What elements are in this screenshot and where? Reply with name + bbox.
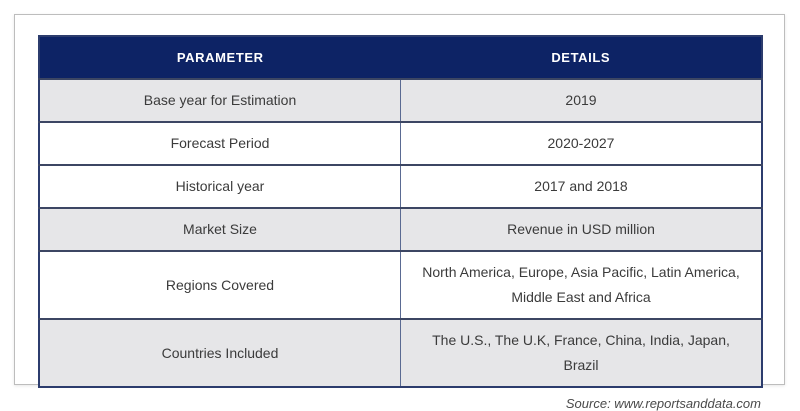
- table-header: PARAMETER DETAILS: [39, 36, 762, 79]
- parameter-cell: Forecast Period: [39, 121, 401, 165]
- column-header-parameter: PARAMETER: [39, 36, 401, 79]
- details-cell: Revenue in USD million: [400, 207, 762, 251]
- details-cell: North America, Europe, Asia Pacific, Lat…: [400, 250, 762, 319]
- details-cell: The U.S., The U.K, France, China, India,…: [400, 318, 762, 387]
- details-cell: 2019: [400, 78, 762, 122]
- source-attribution: Source: www.reportsanddata.com: [565, 396, 761, 411]
- parameter-cell: Historical year: [39, 164, 401, 208]
- report-scope-card: PARAMETER DETAILS Base year for Estimati…: [14, 14, 785, 411]
- header-row: PARAMETER DETAILS: [39, 36, 762, 79]
- table-row-historical-year: Historical year 2017 and 2018: [39, 164, 762, 208]
- parameters-table: PARAMETER DETAILS Base year for Estimati…: [38, 35, 763, 388]
- details-cell: 2020-2027: [400, 121, 762, 165]
- parameter-cell: Regions Covered: [39, 250, 401, 319]
- table-body: Base year for Estimation 2019 Forecast P…: [39, 78, 762, 387]
- table-row-regions-covered: Regions Covered North America, Europe, A…: [39, 250, 762, 319]
- table-row-base-year: Base year for Estimation 2019: [39, 78, 762, 122]
- table-row-forecast-period: Forecast Period 2020-2027: [39, 121, 762, 165]
- column-header-details: DETAILS: [400, 36, 762, 79]
- details-cell: 2017 and 2018: [400, 164, 762, 208]
- table-row-market-size: Market Size Revenue in USD million: [39, 207, 762, 251]
- parameter-cell: Market Size: [39, 207, 401, 251]
- parameter-cell: Countries Included: [39, 318, 401, 387]
- table-row-countries-included: Countries Included The U.S., The U.K, Fr…: [39, 318, 762, 387]
- parameter-cell: Base year for Estimation: [39, 78, 401, 122]
